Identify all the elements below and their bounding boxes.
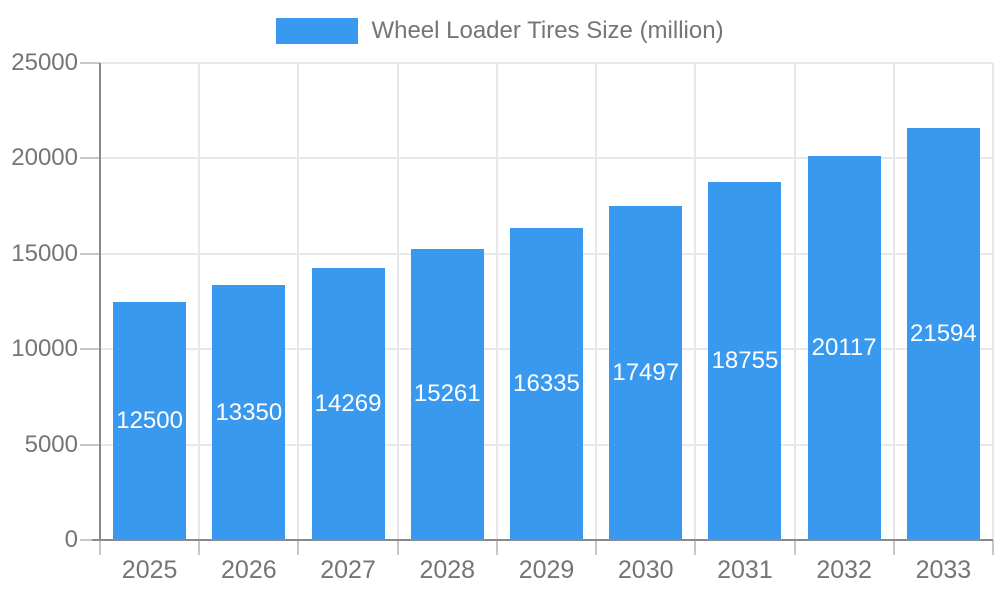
x-axis-category-label: 2031 xyxy=(717,556,773,584)
bar-value-label: 12500 xyxy=(116,406,183,434)
plot-area: 0 5000 10000 15000 20000 25000 12500 2025 13350 2… xyxy=(11,49,994,584)
y-axis-tick-label: 20000 xyxy=(11,144,78,172)
x-axis-category-label: 2028 xyxy=(419,556,476,584)
y-axis-tick-label: 10000 xyxy=(11,335,78,363)
bar-value-label: 15261 xyxy=(413,380,481,408)
x-gridline xyxy=(892,63,895,540)
bar-2026 xyxy=(212,285,286,540)
x-axis-tick xyxy=(495,540,498,555)
x-axis-category-label: 2030 xyxy=(617,556,674,584)
x-axis-tick xyxy=(297,540,300,555)
y-axis-line xyxy=(99,63,101,540)
legend: Wheel Loader Tires Size (million) xyxy=(0,16,1000,46)
y-gridline xyxy=(100,62,993,64)
y-axis-tick-label: 25000 xyxy=(11,49,78,76)
x-axis-category-label: 2027 xyxy=(320,556,376,584)
x-axis-category-label: 2032 xyxy=(816,556,872,584)
x-axis-line xyxy=(92,539,993,541)
bar-2027 xyxy=(311,267,385,540)
x-gridline xyxy=(793,63,796,540)
y-axis-tick xyxy=(80,62,100,64)
bar-value-label: 17497 xyxy=(612,359,680,387)
bar-2033 xyxy=(906,127,980,540)
y-axis-tick xyxy=(80,348,100,351)
x-axis-tick xyxy=(595,540,598,555)
x-axis-tick xyxy=(793,540,796,555)
bar-2030 xyxy=(609,206,683,540)
x-axis-tick xyxy=(892,540,895,555)
bar-value-label: 18755 xyxy=(711,347,779,375)
x-gridline xyxy=(198,63,201,540)
bar-value-label: 14269 xyxy=(314,389,382,417)
x-gridline xyxy=(595,63,598,540)
bar-value-label: 20117 xyxy=(811,334,877,362)
y-axis-tick xyxy=(80,252,100,255)
bar-2025 xyxy=(113,301,187,540)
x-axis-category-label: 2025 xyxy=(121,556,178,584)
y-axis-tick xyxy=(80,157,100,160)
bar-2032 xyxy=(807,156,881,540)
bar-2031 xyxy=(708,182,782,540)
y-axis-tick-label: 0 xyxy=(64,526,78,553)
bar-value-label: 13350 xyxy=(215,398,283,426)
x-gridline xyxy=(694,63,697,540)
x-gridline xyxy=(396,63,399,540)
x-gridline xyxy=(992,63,994,540)
y-axis-tick-label: 5000 xyxy=(24,430,78,458)
y-axis-tick xyxy=(80,539,100,541)
y-gridline xyxy=(100,157,993,160)
legend-swatch xyxy=(276,18,359,44)
x-axis-tick xyxy=(198,540,201,555)
x-gridline xyxy=(495,63,498,540)
x-axis-category-label: 2026 xyxy=(221,556,277,584)
bar-value-label: 16335 xyxy=(513,370,580,398)
y-axis-tick-label: 15000 xyxy=(11,239,78,267)
x-axis-tick xyxy=(694,540,697,555)
bar-2029 xyxy=(510,228,583,540)
bar-2028 xyxy=(410,248,484,540)
bar-value-label: 21594 xyxy=(910,319,977,347)
x-axis-category-label: 2029 xyxy=(518,556,575,584)
legend-label: Wheel Loader Tires Size (million) xyxy=(371,17,724,44)
x-gridline xyxy=(297,63,300,540)
x-axis-tick xyxy=(99,540,101,555)
x-axis-tick xyxy=(992,540,994,555)
y-axis-tick xyxy=(80,443,100,446)
x-axis-tick xyxy=(396,540,399,555)
x-axis-category-label: 2033 xyxy=(915,556,972,584)
